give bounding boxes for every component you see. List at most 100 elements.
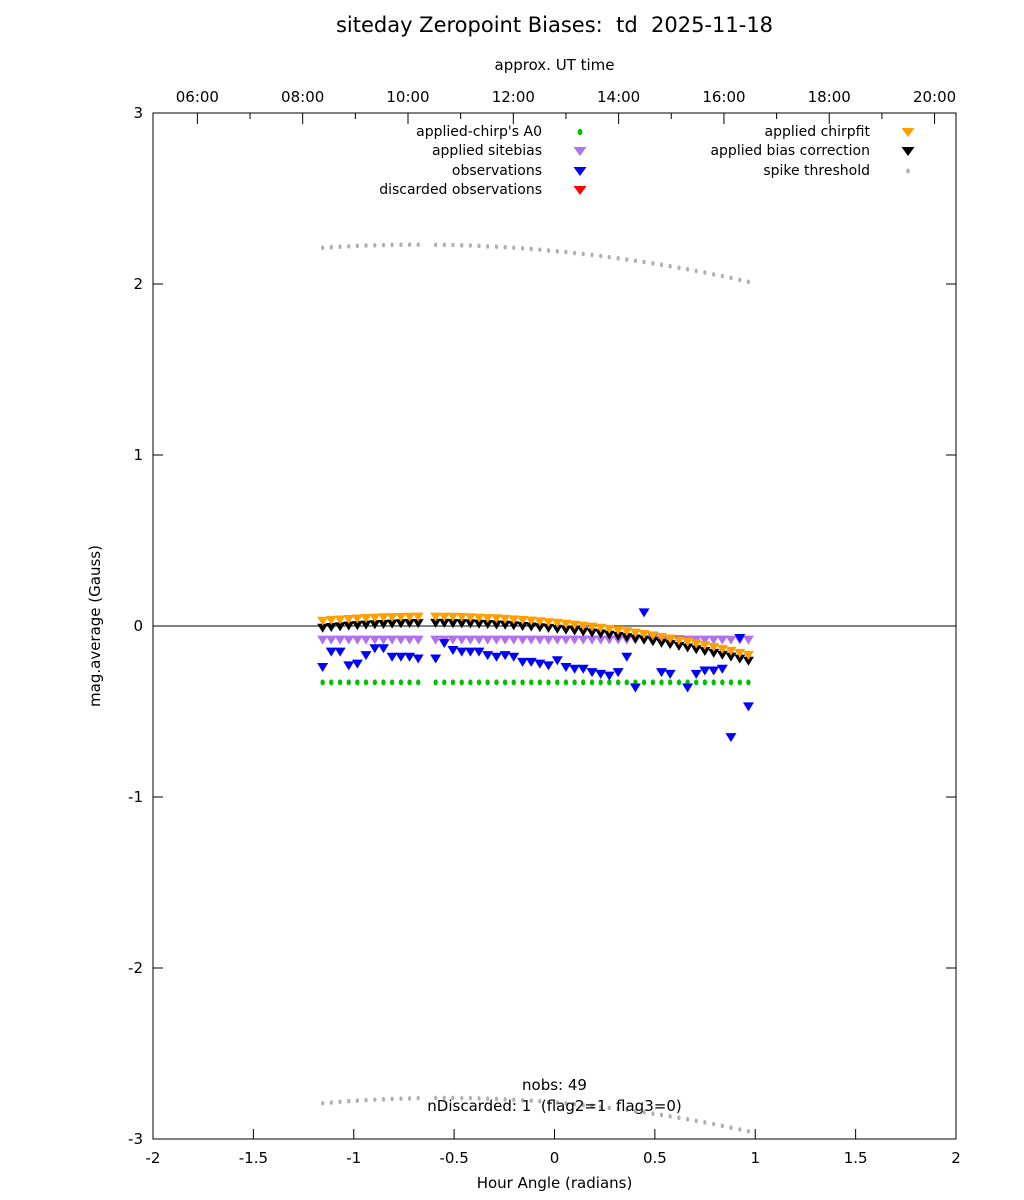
spike threshold-point (668, 263, 672, 269)
y-tick-label: -2 (128, 959, 143, 977)
applied chirpfit-point (586, 622, 598, 632)
x2-tick-label: 12:00 (492, 88, 535, 106)
applied sitebias-point (464, 635, 476, 645)
applied-chirp's A0-point (450, 679, 456, 686)
marker-glyph (573, 186, 587, 196)
applied bias correction-point (456, 619, 468, 629)
x-tick-label: 0.5 (643, 1149, 667, 1167)
observations-point (317, 663, 329, 673)
applied chirpfit-point (473, 613, 485, 623)
applied bias correction-point (742, 656, 754, 666)
applied chirpfit-point (629, 628, 641, 638)
applied chirpfit-point (664, 634, 676, 644)
applied bias correction-point (699, 646, 711, 656)
spike threshold-point (633, 1108, 638, 1114)
applied-chirp's A0-point (398, 679, 404, 686)
applied-chirp's A0-point (641, 679, 647, 686)
applied bias correction-point (682, 643, 694, 653)
applied bias correction-point (464, 619, 476, 629)
applied bias correction-point (517, 622, 529, 631)
observations-point (395, 652, 407, 662)
applied bias correction-point (673, 641, 685, 651)
applied chirpfit-point (386, 613, 398, 623)
observations-point (369, 644, 381, 654)
observations-point (734, 633, 746, 643)
applied chirpfit-point (655, 632, 667, 642)
observations-point (473, 647, 485, 657)
applied sitebias-point (708, 635, 720, 645)
spike threshold-point (373, 243, 377, 248)
spike threshold-point (746, 279, 751, 285)
spike threshold-point (677, 1115, 681, 1121)
applied chirpfit-point (351, 614, 363, 624)
x-tick-label: 1 (750, 1149, 760, 1167)
applied sitebias-point (430, 635, 442, 645)
applied-chirp's A0-point (372, 679, 378, 686)
applied sitebias-point (447, 635, 459, 645)
applied sitebias-point (725, 635, 737, 645)
spike threshold-point (416, 242, 420, 247)
observations-point (404, 652, 416, 662)
spike threshold-point (599, 1104, 603, 1110)
observations-point (621, 652, 633, 662)
observations-point (664, 669, 676, 679)
applied sitebias-point (586, 635, 598, 645)
spike threshold-point (642, 259, 646, 265)
observations-point (360, 651, 372, 661)
spike threshold-point (703, 270, 707, 275)
applied sitebias-point (716, 635, 728, 645)
applied chirpfit-point (603, 624, 615, 634)
applied-chirp's A0-point (494, 679, 499, 686)
observations-point (725, 733, 737, 743)
applied sitebias-point (542, 635, 554, 645)
spike threshold-point (668, 1114, 672, 1119)
applied sitebias-point (551, 635, 563, 645)
applied-chirp's A0-point (555, 679, 560, 686)
applied sitebias-point (560, 635, 572, 645)
applied-chirp's A0-point (581, 679, 586, 686)
spike threshold-point (338, 244, 342, 250)
applied chirpfit-point (369, 613, 381, 623)
applied chirpfit-point (560, 619, 572, 629)
applied chirpfit-point (508, 615, 520, 625)
applied bias correction-point (569, 626, 581, 636)
applied chirpfit-point (542, 618, 554, 628)
spike-threshold-marker-icon (906, 168, 910, 174)
applied-chirp's A0-point (537, 679, 543, 686)
applied bias correction-point (334, 622, 346, 632)
spike threshold-point (399, 242, 403, 248)
applied bias correction-point (716, 650, 728, 660)
applied bias correction-point (377, 619, 389, 629)
spike threshold-point (572, 250, 577, 256)
applied bias correction-point (473, 619, 485, 629)
applied bias correction-point (360, 620, 372, 630)
observations-point (534, 659, 546, 669)
observations-point (586, 668, 598, 678)
applied bias correction-point (629, 634, 641, 644)
spike threshold-point (468, 1095, 472, 1101)
applied-chirp's A0-point (389, 679, 395, 686)
spike threshold-point (460, 1095, 464, 1101)
applied-chirpfit-marker-icon (901, 127, 915, 137)
applied chirpfit-point (377, 613, 389, 623)
chart-title: siteday Zeropoint Biases: td 2025-11-18 (335, 13, 774, 37)
spike threshold-point (616, 1106, 620, 1112)
applied-chirp's A0-point (407, 679, 412, 686)
applied-chirp's A0-point (598, 679, 603, 686)
applied chirpfit-point (534, 617, 546, 627)
spike threshold-point (581, 1102, 585, 1108)
x-tick-label: 2 (951, 1149, 961, 1167)
applied-chirp's A0-point (720, 679, 725, 686)
spike threshold-point (555, 249, 559, 254)
spike threshold-point (381, 242, 386, 248)
spike threshold-point (520, 1097, 525, 1103)
x-tick-label: -1 (346, 1149, 361, 1167)
spike threshold-point (538, 247, 542, 252)
applied sitebias-point (351, 635, 363, 645)
applied chirpfit-point (395, 612, 407, 622)
applied sitebias-point (412, 635, 424, 645)
applied chirpfit-point (464, 613, 476, 623)
observations-point (551, 656, 563, 666)
applied bias correction-point (317, 623, 329, 633)
applied chirpfit-point (438, 612, 450, 622)
